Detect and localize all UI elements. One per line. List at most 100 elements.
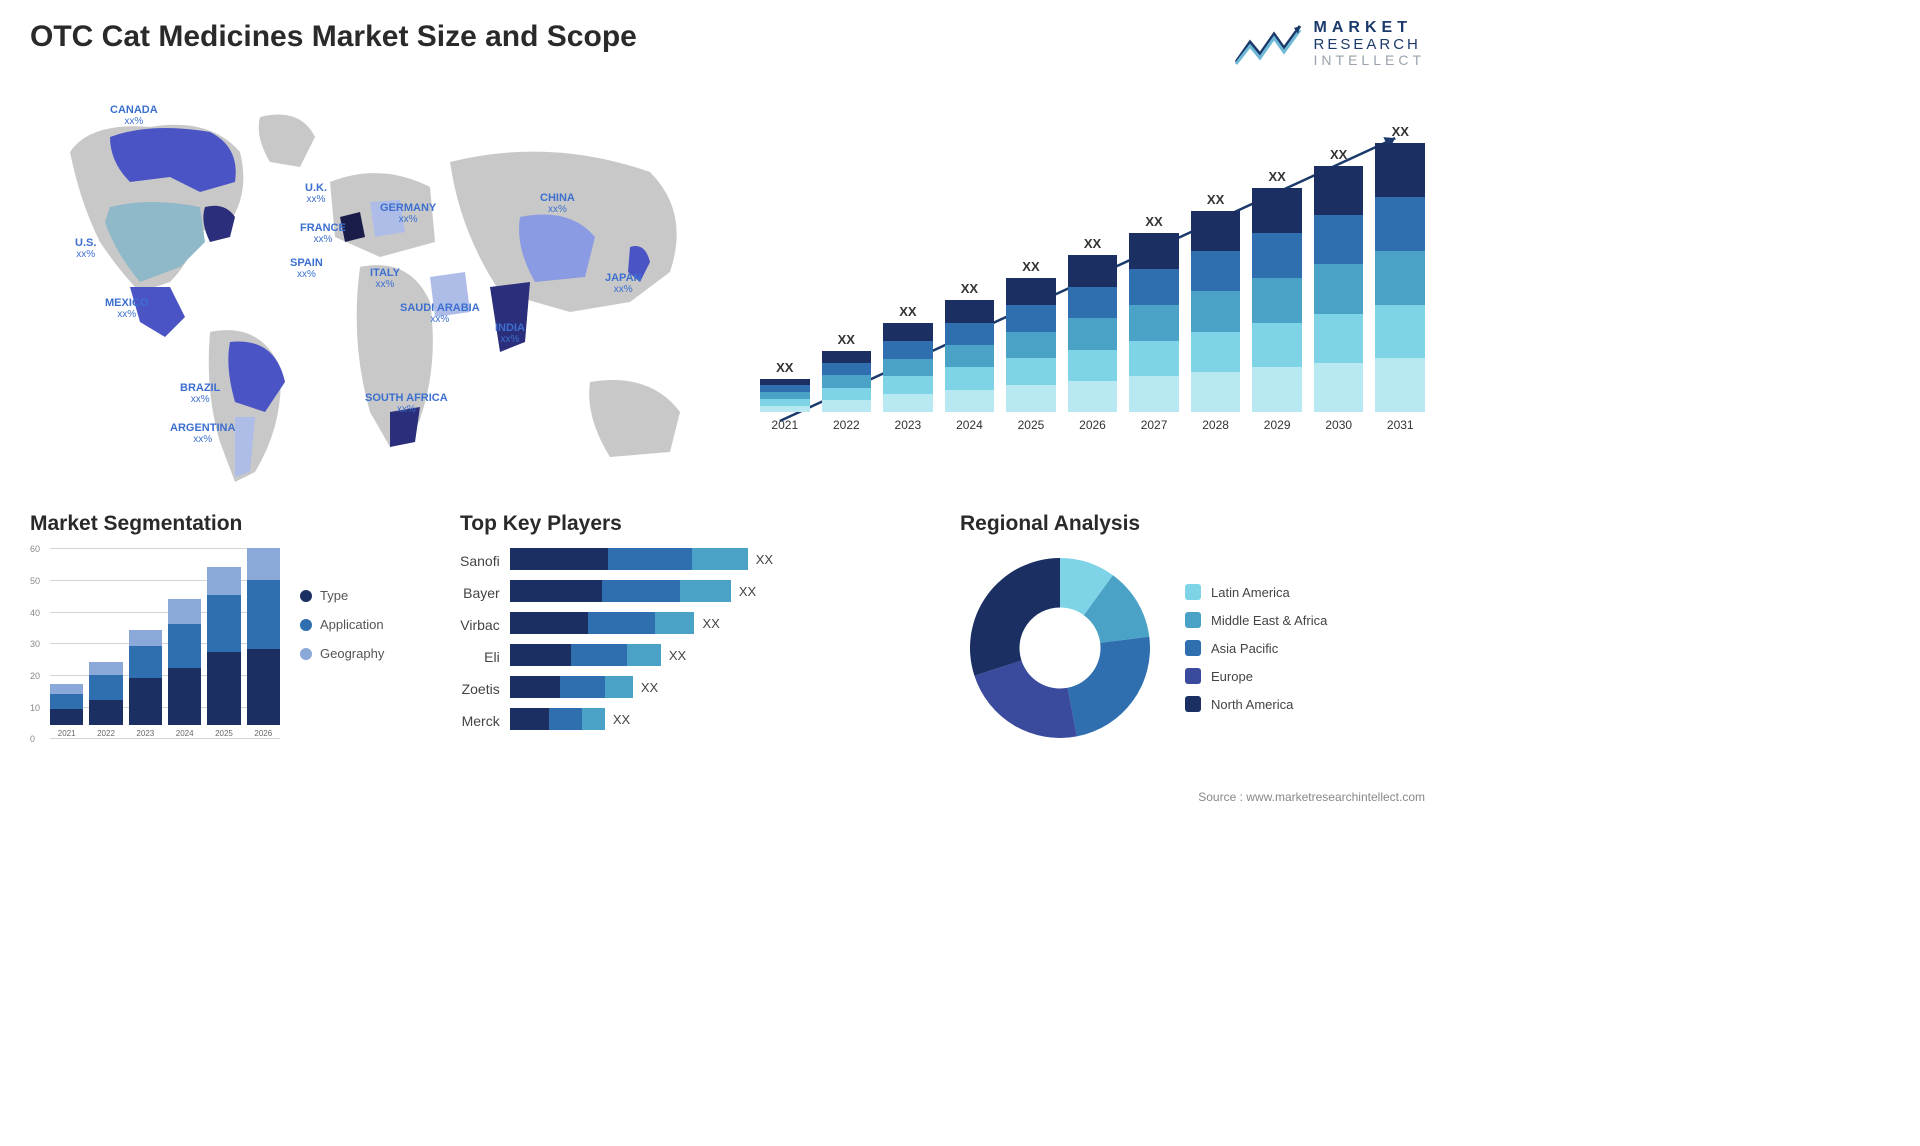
seg-y-tick: 10 (30, 703, 40, 713)
growth-bar: XX 2028 (1191, 192, 1241, 433)
map-label: U.K.xx% (305, 182, 327, 205)
player-value: XX (641, 680, 658, 695)
player-value: XX (756, 552, 773, 567)
region-legend-item: North America (1185, 696, 1327, 712)
player-row: XX (510, 612, 930, 634)
seg-bar: 2024 (168, 599, 201, 739)
player-row: XX (510, 644, 930, 666)
seg-year-label: 2024 (176, 729, 194, 738)
source-text: Source : www.marketresearchintellect.com (1198, 790, 1425, 804)
player-name: Zoetis (462, 678, 500, 700)
growth-bar-value: XX (1392, 124, 1409, 139)
growth-bar-value: XX (1084, 236, 1101, 251)
growth-year-label: 2026 (1079, 418, 1106, 432)
growth-bar-value: XX (1145, 214, 1162, 229)
players-labels: SanofiBayerVirbacEliZoetisMerck (460, 548, 500, 732)
seg-bar: 2025 (207, 567, 240, 738)
growth-bar-value: XX (776, 360, 793, 375)
player-name: Sanofi (460, 550, 500, 572)
region-legend-item: Middle East & Africa (1185, 612, 1327, 628)
seg-y-tick: 30 (30, 639, 40, 649)
region-legend-item: Latin America (1185, 584, 1327, 600)
seg-year-label: 2023 (136, 729, 154, 738)
map-label: CHINAxx% (540, 192, 575, 215)
regional-donut-chart (960, 548, 1160, 748)
growth-chart: XX2021XX2022XX2023XX2024XX2025XX2026XX20… (760, 92, 1425, 492)
player-value: XX (613, 712, 630, 727)
map-label: U.S.xx% (75, 237, 96, 260)
seg-bar: 2022 (89, 662, 122, 738)
regional-panel: Regional Analysis Latin America Middle Ea… (960, 512, 1425, 758)
regional-legend: Latin America Middle East & Africa Asia Pa… (1185, 584, 1327, 712)
growth-bar: XX 2025 (1006, 259, 1056, 432)
bottom-row: Market Segmentation 0102030405060 202120… (30, 512, 1425, 758)
logo-line-2: RESEARCH (1314, 37, 1425, 53)
players-panel: Top Key Players SanofiBayerVirbacEliZoet… (460, 512, 930, 758)
segmentation-chart: 0102030405060 202120222023202420252026 (30, 548, 280, 758)
growth-bar: XX 2029 (1252, 169, 1302, 432)
seg-y-tick: 50 (30, 576, 40, 586)
map-label: SPAINxx% (290, 257, 323, 280)
seg-y-tick: 20 (30, 671, 40, 681)
seg-legend-item: Application (300, 617, 384, 632)
player-value: XX (669, 648, 686, 663)
growth-year-label: 2024 (956, 418, 983, 432)
donut-segment (970, 558, 1060, 676)
growth-year-label: 2030 (1325, 418, 1352, 432)
map-label: ARGENTINAxx% (170, 422, 235, 445)
player-row: XX (510, 708, 930, 730)
logo-text: MARKET RESEARCH INTELLECT (1314, 20, 1425, 67)
growth-bar: XX 2024 (945, 281, 995, 432)
region-legend-item: Europe (1185, 668, 1327, 684)
region-legend-item: Asia Pacific (1185, 640, 1327, 656)
growth-year-label: 2025 (1018, 418, 1045, 432)
growth-year-label: 2028 (1202, 418, 1229, 432)
player-row: XX (510, 580, 930, 602)
growth-year-label: 2029 (1264, 418, 1291, 432)
top-row: CANADAxx%U.S.xx%MEXICOxx%BRAZILxx%ARGENT… (30, 92, 1425, 492)
segmentation-title: Market Segmentation (30, 512, 430, 536)
map-label: INDIAxx% (495, 322, 525, 345)
player-value: XX (739, 584, 756, 599)
player-name: Virbac (460, 614, 499, 636)
world-map: CANADAxx%U.S.xx%MEXICOxx%BRAZILxx%ARGENT… (30, 92, 730, 492)
map-label: GERMANYxx% (380, 202, 436, 225)
growth-year-label: 2031 (1387, 418, 1414, 432)
growth-year-label: 2023 (895, 418, 922, 432)
seg-year-label: 2025 (215, 729, 233, 738)
header: OTC Cat Medicines Market Size and Scope … (30, 20, 1425, 67)
growth-bar: XX2022 (822, 332, 872, 433)
growth-bar-value: XX (961, 281, 978, 296)
segmentation-panel: Market Segmentation 0102030405060 202120… (30, 512, 430, 758)
player-name: Merck (462, 710, 500, 732)
growth-bar: XX 2023 (883, 304, 933, 433)
seg-year-label: 2021 (58, 729, 76, 738)
donut-segment (974, 661, 1076, 738)
growth-year-label: 2027 (1141, 418, 1168, 432)
growth-bar: XX 2026 (1068, 236, 1118, 432)
growth-bar: XX 2027 (1129, 214, 1179, 432)
logo-mark-icon (1234, 22, 1304, 66)
map-label: MEXICOxx% (105, 297, 148, 320)
seg-year-label: 2022 (97, 729, 115, 738)
player-name: Bayer (463, 582, 500, 604)
players-title: Top Key Players (460, 512, 930, 536)
growth-bar-value: XX (838, 332, 855, 347)
growth-bar-value: XX (1022, 259, 1039, 274)
growth-bar-value: XX (899, 304, 916, 319)
page-title: OTC Cat Medicines Market Size and Scope (30, 20, 637, 54)
seg-legend-item: Type (300, 588, 384, 603)
segmentation-legend: Type Application Geography (300, 548, 384, 758)
seg-y-tick: 0 (30, 734, 35, 744)
logo-line-3: INTELLECT (1314, 53, 1425, 68)
players-bars: XX XX XX XX XX XX (510, 548, 930, 732)
regional-title: Regional Analysis (960, 512, 1425, 536)
growth-bar-value: XX (1207, 192, 1224, 207)
player-value: XX (703, 616, 720, 631)
seg-bar: 2026 (247, 548, 280, 738)
growth-bar: XX2021 (760, 360, 810, 433)
seg-legend-item: Geography (300, 646, 384, 661)
map-label: SOUTH AFRICAxx% (365, 392, 448, 415)
donut-segment (1068, 637, 1150, 737)
growth-bar-value: XX (1268, 169, 1285, 184)
